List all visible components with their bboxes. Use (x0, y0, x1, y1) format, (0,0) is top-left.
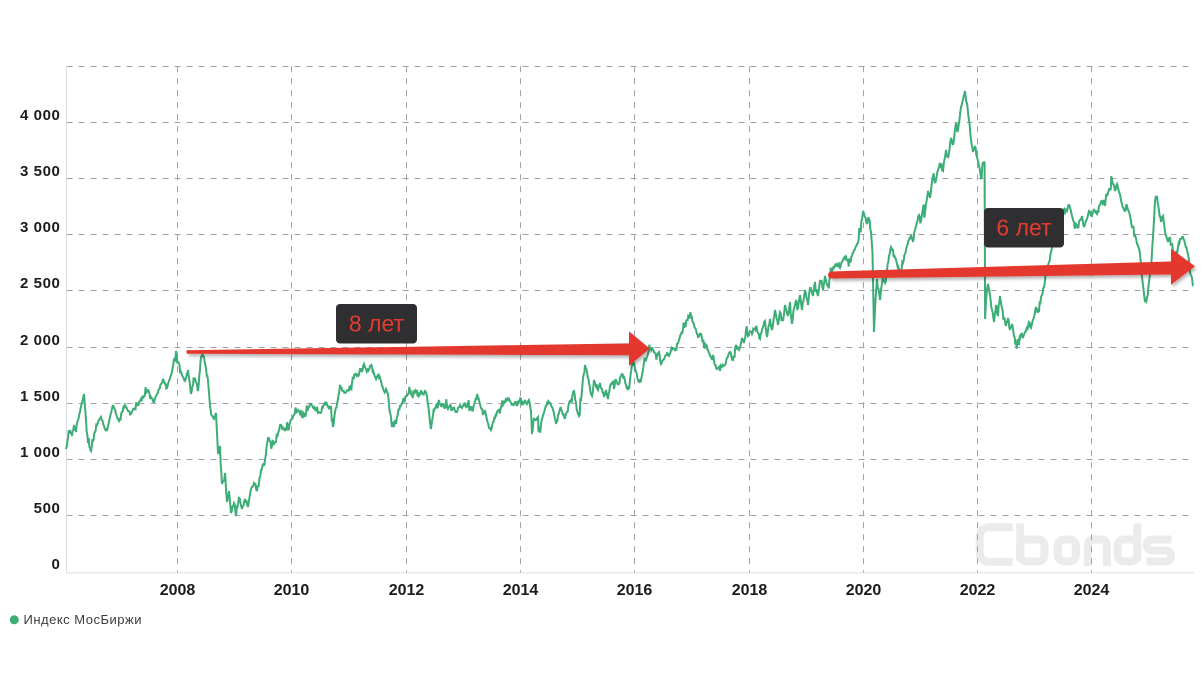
svg-text:500: 500 (34, 500, 61, 517)
svg-text:1 000: 1 000 (20, 444, 61, 461)
svg-text:2016: 2016 (617, 582, 653, 599)
svg-text:4 000: 4 000 (20, 107, 61, 124)
svg-text:2 000: 2 000 (20, 332, 61, 349)
svg-text:2018: 2018 (732, 582, 768, 599)
svg-text:2022: 2022 (960, 582, 996, 599)
svg-text:1 500: 1 500 (20, 388, 61, 405)
svg-text:2012: 2012 (389, 582, 425, 599)
svg-text:3 500: 3 500 (20, 163, 61, 180)
svg-text:0: 0 (52, 556, 61, 573)
svg-text:8 лет: 8 лет (349, 311, 405, 337)
svg-text:3 000: 3 000 (20, 219, 61, 236)
svg-text:Индекс МосБиржи: Индекс МосБиржи (24, 612, 142, 627)
svg-text:2010: 2010 (274, 582, 310, 599)
svg-text:2014: 2014 (503, 582, 539, 599)
svg-text:2 500: 2 500 (20, 275, 61, 292)
svg-text:6 лет: 6 лет (996, 215, 1052, 241)
svg-text:2024: 2024 (1074, 582, 1110, 599)
svg-text:2020: 2020 (846, 582, 882, 599)
svg-text:2008: 2008 (160, 582, 196, 599)
